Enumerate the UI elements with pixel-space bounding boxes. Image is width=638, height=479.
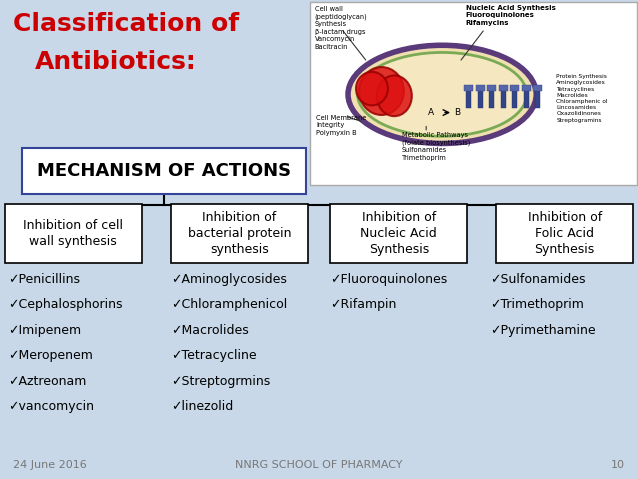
- FancyBboxPatch shape: [22, 148, 306, 194]
- Text: ✓Imipenem: ✓Imipenem: [8, 324, 81, 337]
- Bar: [478, 89, 483, 108]
- FancyBboxPatch shape: [310, 2, 637, 185]
- Text: Cell wall
(peptidoglycan)
Synthesis
β-lactam drugs
Vancomycin
Bacitracin: Cell wall (peptidoglycan) Synthesis β-la…: [315, 6, 367, 50]
- Text: Metabolic Pathways
(folate biosynthesis)
Sulfonamides
Trimethoprim: Metabolic Pathways (folate biosynthesis)…: [402, 132, 470, 161]
- Text: 24 June 2016: 24 June 2016: [13, 460, 87, 470]
- Ellipse shape: [359, 67, 404, 115]
- Text: ✓Fluoroquinolones: ✓Fluoroquinolones: [330, 273, 448, 286]
- Bar: [535, 89, 540, 108]
- Text: Cell Membrane
Integrity
Polymyxin B: Cell Membrane Integrity Polymyxin B: [316, 115, 367, 136]
- Bar: [489, 89, 494, 108]
- Ellipse shape: [357, 53, 526, 136]
- FancyBboxPatch shape: [171, 204, 308, 263]
- Text: Nucleic Acid Synthesis
Fluoroquinolones
Rifamycins: Nucleic Acid Synthesis Fluoroquinolones …: [466, 5, 556, 26]
- Ellipse shape: [376, 75, 412, 116]
- Text: ✓Penicillins: ✓Penicillins: [8, 273, 80, 286]
- Text: ✓Aztreonam: ✓Aztreonam: [8, 375, 86, 388]
- Text: ✓Streptogrmins: ✓Streptogrmins: [171, 375, 271, 388]
- Bar: [466, 89, 471, 108]
- Ellipse shape: [348, 46, 536, 144]
- Text: Inhibition of cell
wall synthesis: Inhibition of cell wall synthesis: [24, 219, 123, 248]
- Text: Inhibition of
bacterial protein
synthesis: Inhibition of bacterial protein synthesi…: [188, 211, 291, 256]
- Bar: [476, 85, 485, 91]
- Text: ✓Macrolides: ✓Macrolides: [171, 324, 249, 337]
- Bar: [533, 85, 542, 91]
- Text: Inhibition of
Nucleic Acid
Synthesis: Inhibition of Nucleic Acid Synthesis: [360, 211, 437, 256]
- Text: Protein Synthesis
Aminoglycosides
Tetracyclines
Macrolides
Chloramphenic ol
Linc: Protein Synthesis Aminoglycosides Tetrac…: [556, 74, 608, 123]
- Text: Inhibition of
Folic Acid
Synthesis: Inhibition of Folic Acid Synthesis: [528, 211, 602, 256]
- Bar: [501, 89, 506, 108]
- Text: ✓Pyrimethamine: ✓Pyrimethamine: [490, 324, 596, 337]
- Text: ✓Cephalosphorins: ✓Cephalosphorins: [8, 298, 122, 311]
- Text: ✓Tetracycline: ✓Tetracycline: [171, 349, 256, 362]
- FancyBboxPatch shape: [5, 204, 142, 263]
- Text: ✓Chloramphenicol: ✓Chloramphenicol: [171, 298, 287, 311]
- Text: ✓Trimethoprim: ✓Trimethoprim: [490, 298, 584, 311]
- Text: Classification of: Classification of: [13, 12, 239, 36]
- Bar: [512, 89, 517, 108]
- Bar: [522, 85, 531, 91]
- Text: MECHANISM OF ACTIONS: MECHANISM OF ACTIONS: [37, 162, 292, 180]
- Text: ✓vancomycin: ✓vancomycin: [8, 400, 94, 413]
- Text: ✓Meropenem: ✓Meropenem: [8, 349, 93, 362]
- Text: Antibiotics:: Antibiotics:: [35, 50, 197, 74]
- Bar: [510, 85, 519, 91]
- Bar: [487, 85, 496, 91]
- Text: ✓Aminoglycosides: ✓Aminoglycosides: [171, 273, 287, 286]
- Text: NNRG SCHOOL OF PHARMACY: NNRG SCHOOL OF PHARMACY: [235, 460, 403, 470]
- Text: A: A: [427, 108, 434, 117]
- Text: ✓Rifampin: ✓Rifampin: [330, 298, 397, 311]
- Text: ✓linezolid: ✓linezolid: [171, 400, 234, 413]
- Bar: [464, 85, 473, 91]
- Text: ✓Sulfonamides: ✓Sulfonamides: [490, 273, 586, 286]
- Text: 10: 10: [611, 460, 625, 470]
- Bar: [524, 89, 529, 108]
- FancyBboxPatch shape: [496, 204, 633, 263]
- FancyBboxPatch shape: [330, 204, 467, 263]
- Bar: [499, 85, 508, 91]
- Text: B: B: [454, 108, 461, 117]
- Ellipse shape: [356, 72, 388, 105]
